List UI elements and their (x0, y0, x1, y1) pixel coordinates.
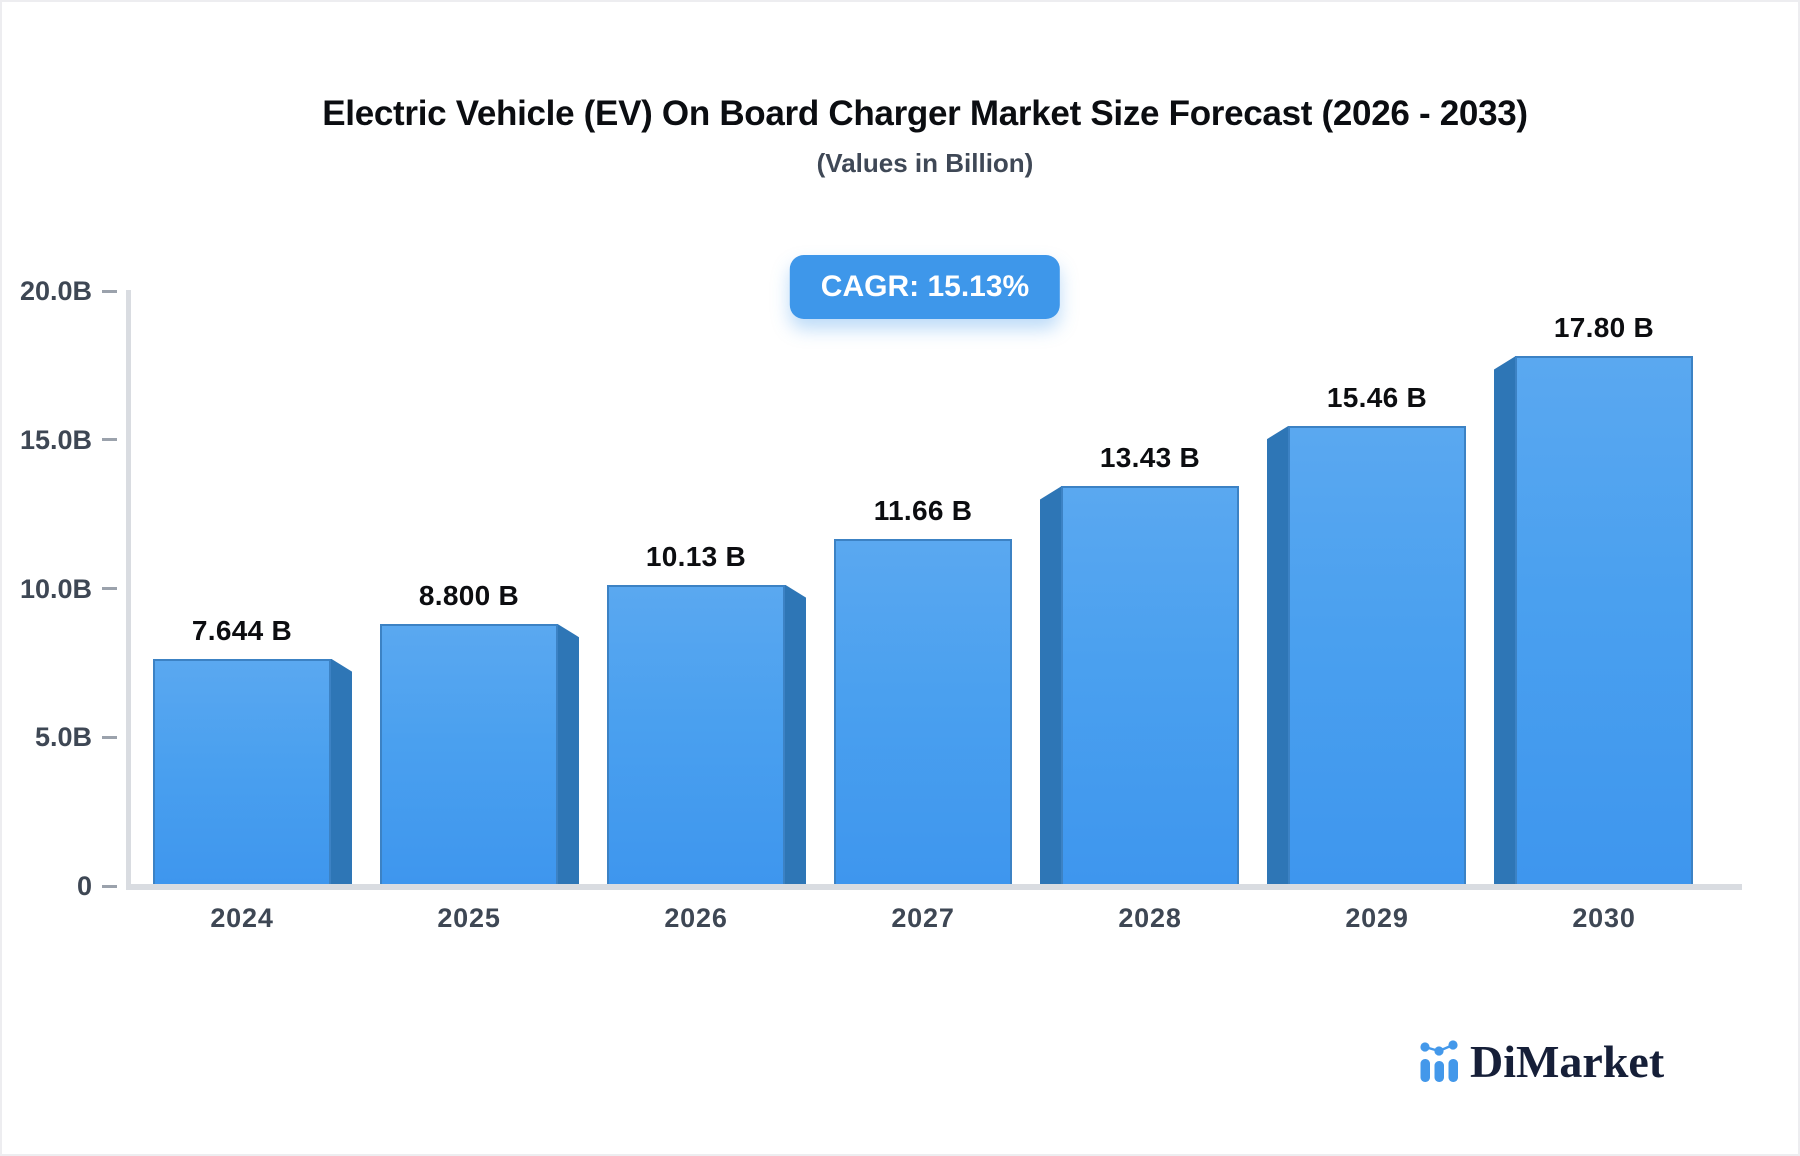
bar-3d-side-2025 (558, 624, 579, 886)
bar-3d-side-2028 (1040, 486, 1061, 886)
y-tick-label: 0 (76, 871, 92, 901)
bar-value-label-2028: 13.43 B (1099, 442, 1201, 474)
mini-bar-chart-icon (1420, 1040, 1458, 1082)
y-tick-label: 5.0B (34, 722, 92, 753)
chart-title: Electric Vehicle (EV) On Board Charger M… (322, 94, 1528, 133)
x-tick-label-2028: 2028 (1118, 903, 1182, 933)
x-axis-baseline (126, 884, 1742, 890)
chart-subtitle: (Values in Billion) (816, 148, 1034, 178)
y-axis-tick (102, 884, 117, 888)
x-tick-label-2026: 2026 (664, 903, 728, 933)
bar-value-label-2030: 17.80 B (1553, 312, 1655, 344)
bar-value-label-2029: 15.46 B (1326, 382, 1428, 414)
bar-value-label-2027: 11.66 B (873, 495, 973, 527)
y-tick-label: 20.0B (19, 276, 92, 306)
x-tick-label-2029: 2029 (1345, 903, 1409, 933)
y-tick-label: 15.0B (19, 424, 92, 455)
y-tick-label: 10.0B (19, 573, 92, 604)
bar-2024 (153, 658, 331, 886)
bar-2030 (1515, 356, 1693, 886)
y-axis-tick (102, 587, 117, 590)
y-axis-line (126, 290, 131, 886)
bar-3d-side-2024 (331, 658, 352, 886)
brand-name: DiMarket (1470, 1036, 1665, 1087)
x-tick-label-2025: 2025 (437, 903, 501, 933)
bar-value-label-2026: 10.13 B (645, 540, 747, 572)
bar-2027 (834, 539, 1012, 886)
bar-2025 (380, 624, 558, 886)
x-tick-label-2027: 2027 (891, 903, 955, 933)
brand-logo: DiMarket (1420, 1036, 1664, 1088)
y-axis-tick (102, 438, 117, 442)
bar-3d-side-2030 (1494, 356, 1515, 886)
bar-value-label-2024: 7.644 B (191, 614, 293, 646)
y-axis-tick (102, 289, 117, 293)
bar-3d-side-2026 (785, 584, 806, 886)
x-tick-label-2030: 2030 (1572, 903, 1636, 933)
bar-2026 (607, 584, 785, 886)
cagr-badge: CAGR: 15.13% (789, 255, 1061, 319)
bar-3d-side-2029 (1267, 426, 1288, 886)
y-axis-tick (102, 735, 117, 739)
bar-value-label-2025: 8.800 B (418, 580, 520, 612)
bar-2029 (1288, 426, 1466, 886)
bar-2028 (1061, 486, 1239, 886)
x-tick-label-2024: 2024 (210, 903, 274, 933)
